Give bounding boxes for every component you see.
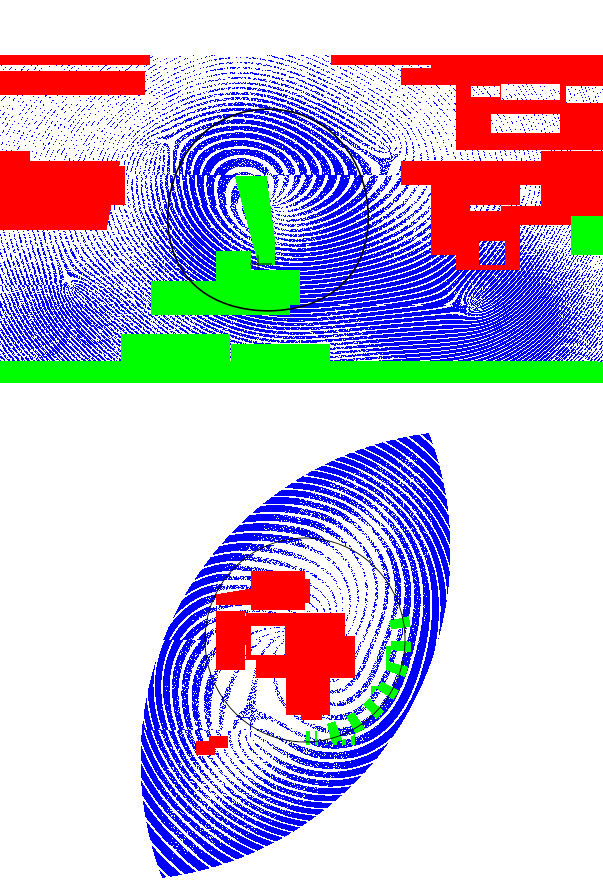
stipple-field-blue (0, 55, 603, 362)
bottom-projection-panel (0, 430, 603, 881)
boundary-contour-circle (204, 537, 406, 743)
bottom-panel-svg (0, 430, 603, 881)
boundary-contour-oval (167, 108, 369, 312)
crosshair-marker-icon (250, 255, 272, 270)
region-red-mask (196, 571, 355, 755)
stipple-field-blue (141, 433, 450, 878)
top-projection-panel (0, 55, 603, 383)
region-red-mask (0, 55, 603, 270)
region-green-mask (306, 616, 411, 745)
top-panel-svg (0, 55, 603, 383)
